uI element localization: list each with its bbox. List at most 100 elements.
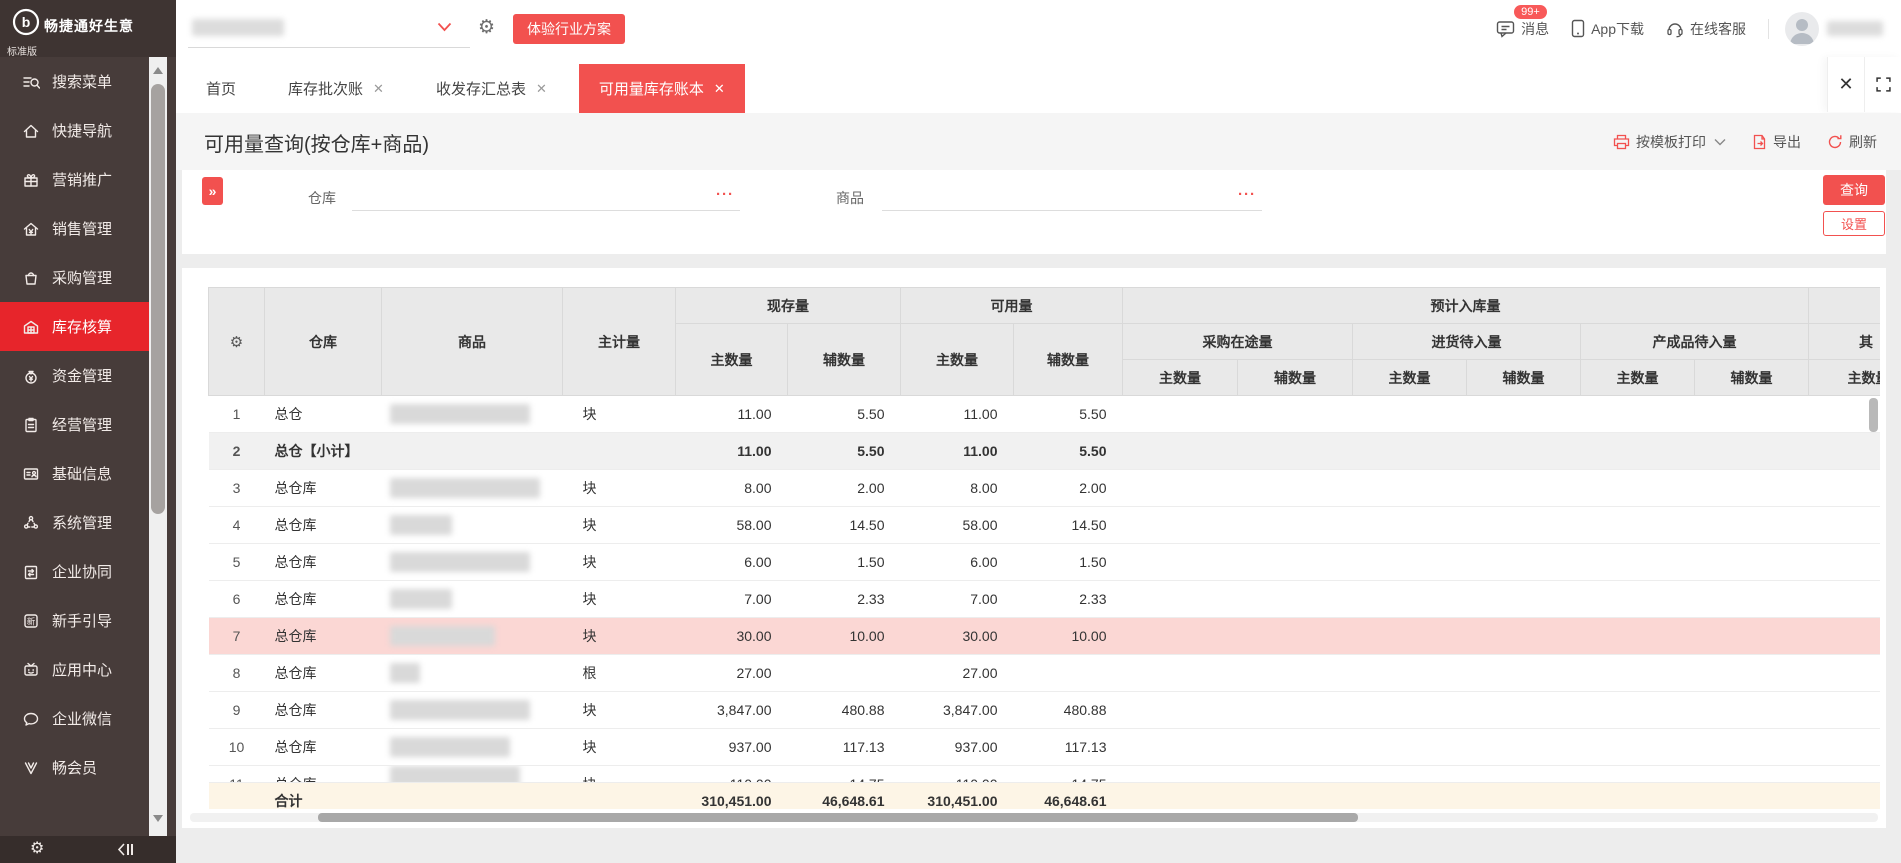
sidebar-scroll-thumb[interactable] [151, 84, 165, 514]
tab-item[interactable]: 首页 [186, 64, 256, 113]
col-subgroup[interactable]: 进货待入量 [1352, 323, 1581, 360]
table-row[interactable]: 2 总仓【小计】 11.00 5.50 11.00 5.50 [208, 432, 1880, 470]
print-by-template-button[interactable]: 按模板打印 [1613, 132, 1726, 152]
col-warehouse[interactable]: 仓库 [264, 287, 382, 396]
col-qty[interactable]: 主数量 [1122, 359, 1238, 396]
fullscreen-button[interactable] [1864, 57, 1901, 112]
warehouse-filter-label: 仓库 [308, 190, 336, 206]
col-subgroup[interactable]: 产成品待入量 [1579, 323, 1810, 360]
topbar: ⚙ 体验行业方案 消息 99+ App下载 在线客服 [176, 0, 1901, 58]
product-filter-input[interactable]: ··· [882, 182, 1262, 211]
experience-solution-button[interactable]: 体验行业方案 [513, 14, 625, 44]
refresh-button[interactable]: 刷新 [1827, 132, 1877, 152]
col-qty[interactable]: 辅数量 [1013, 323, 1123, 396]
tab-label: 库存批次账 [288, 81, 364, 98]
expand-filters-button[interactable]: » [202, 177, 223, 205]
grid-gear-icon[interactable]: ⚙ [208, 287, 265, 396]
messages-button[interactable]: 消息 99+ [1496, 2, 1549, 39]
settings-button[interactable]: 设置 [1823, 211, 1885, 236]
col-qty[interactable]: 辅数量 [787, 323, 901, 396]
col-group-0[interactable]: 现存量 [675, 287, 901, 324]
table-row[interactable]: 3 总仓库块 8.00 2.00 8.00 2.00 [208, 469, 1880, 507]
sidebar-item-member[interactable]: 畅会员 [0, 743, 150, 792]
title-actions: 按模板打印 导出 刷新 [1587, 113, 1877, 170]
col-group-3[interactable] [1808, 287, 1880, 324]
col-product[interactable]: 商品 [381, 287, 563, 396]
sidebar-item-system[interactable]: 系统管理 [0, 498, 150, 547]
col-main-unit[interactable]: 主计量 [562, 287, 676, 396]
table-vertical-scroll-thumb[interactable] [1869, 398, 1878, 432]
tab-item[interactable]: 库存批次账 ✕ [268, 64, 404, 113]
col-subgroup[interactable]: 其 [1808, 323, 1880, 360]
col-group-2[interactable]: 预计入库量 [1121, 287, 1810, 324]
sidebar-item-base-info[interactable]: 基础信息 [0, 449, 150, 498]
sidebar-item-label: 资金管理 [52, 368, 113, 385]
sidebar-scrollbar[interactable] [149, 57, 167, 836]
sidebar-item-sales[interactable]: 销售管理 [0, 204, 150, 253]
table-row[interactable]: 7 总仓库块 30.00 10.00 30.00 10.00 [208, 617, 1880, 655]
col-group-1[interactable]: 可用量 [900, 287, 1123, 324]
gear-icon[interactable]: ⚙ [478, 17, 496, 38]
query-button[interactable]: 查询 [1823, 175, 1885, 205]
close-tab-icon[interactable]: ✕ [713, 80, 725, 96]
collapse-sidebar-icon[interactable] [116, 842, 134, 857]
sidebar-item-app-center[interactable]: 应用中心 [0, 645, 150, 694]
col-qty[interactable]: 辅数量 [1466, 359, 1581, 396]
scroll-up-arrow-icon[interactable] [153, 67, 163, 74]
tab-active[interactable]: 可用量库存账本 ✕ [578, 64, 745, 113]
chevron-down-icon [437, 22, 452, 32]
sidebar-item-funds[interactable]: 资金管理 [0, 351, 150, 400]
table-row[interactable]: 10 总仓库块 937.00 117.13 937.00 117.13 [208, 728, 1880, 766]
divider [1768, 18, 1769, 39]
export-button[interactable]: 导出 [1752, 132, 1801, 152]
table-row[interactable]: 6 总仓库块 7.00 2.33 7.00 2.33 [208, 580, 1880, 618]
close-all-tabs-button[interactable]: ✕ [1828, 57, 1864, 112]
tab-tools: ✕ [1827, 57, 1901, 112]
product-picker-ellipsis[interactable]: ··· [1238, 186, 1256, 203]
sidebar-item-quick-nav[interactable]: 快捷导航 [0, 106, 150, 155]
sidebar-item-collaboration[interactable]: 企业协同 [0, 547, 150, 596]
total-row: 合计 310,451.00 46,648.61 310,451.00 46,648.61 [208, 782, 1880, 809]
table-horizontal-scrollbar[interactable] [190, 813, 1878, 822]
sidebar-item-wecom[interactable]: 企业微信 [0, 694, 150, 743]
sidebar-item-marketing[interactable]: 营销推广 [0, 155, 150, 204]
sidebar-item-inventory[interactable]: 库存核算 [0, 302, 150, 351]
table-row[interactable]: 8 总仓库根 27.00 27.00 [208, 654, 1880, 692]
sidebar-item-newbie[interactable]: 新 新手引导 [0, 596, 150, 645]
table-row[interactable]: 9 总仓库块 3,847.00 480.88 3,847.00 480.88 [208, 691, 1880, 729]
close-tab-icon[interactable]: ✕ [373, 80, 384, 96]
close-tab-icon[interactable]: ✕ [535, 80, 547, 96]
col-qty[interactable]: 主数量 [1580, 359, 1695, 396]
sidebar-item-label: 系统管理 [52, 515, 113, 532]
sidebar-item-search-menu[interactable]: 搜索菜单 [0, 57, 150, 106]
chevron-down-icon[interactable] [1714, 138, 1726, 146]
warehouse-picker-ellipsis[interactable]: ··· [716, 186, 734, 203]
sidebar-item-operations[interactable]: 经营管理 [0, 400, 150, 449]
table-row[interactable]: 5 总仓库块 6.00 1.50 6.00 1.50 [208, 543, 1880, 581]
scroll-down-arrow-icon[interactable] [153, 815, 163, 822]
quick-nav-icon [22, 122, 40, 140]
col-qty[interactable]: 主数量 [900, 323, 1014, 396]
col-qty[interactable]: 辅数量 [1237, 359, 1353, 396]
col-qty[interactable]: 辅数量 [1693, 359, 1810, 396]
warehouse-filter-input[interactable]: ··· [352, 182, 740, 211]
table-horizontal-scroll-thumb[interactable] [318, 813, 1358, 822]
refresh-icon [1828, 134, 1842, 148]
settings-gear-icon[interactable]: ⚙ [30, 840, 45, 857]
tab-item[interactable]: 收发存汇总表 ✕ [416, 64, 567, 113]
table-row[interactable]: 4 总仓库块 58.00 14.50 58.00 14.50 [208, 506, 1880, 544]
col-qty[interactable]: 主数量 [1808, 359, 1880, 396]
col-subgroup[interactable]: 采购在途量 [1122, 323, 1353, 360]
online-support-button[interactable]: 在线客服 [1666, 19, 1746, 39]
table-row[interactable]: 1 总仓块 11.00 5.50 11.00 5.50 [208, 395, 1880, 433]
newbie-icon: 新 [22, 612, 40, 630]
svg-text:b: b [22, 14, 31, 30]
sidebar-item-procurement[interactable]: 采购管理 [0, 253, 150, 302]
col-qty[interactable]: 主数量 [1352, 359, 1467, 396]
col-qty[interactable]: 主数量 [675, 323, 788, 396]
app-download-button[interactable]: App下载 [1571, 19, 1644, 39]
avatar[interactable] [1785, 11, 1819, 46]
availability-table: ⚙ 仓库 商品 主计量 现存量 可用量 预计入库量 主数量 辅数量 主数量 辅数量 采购在途量 进货待入… [208, 287, 1880, 809]
company-select[interactable] [188, 10, 470, 48]
